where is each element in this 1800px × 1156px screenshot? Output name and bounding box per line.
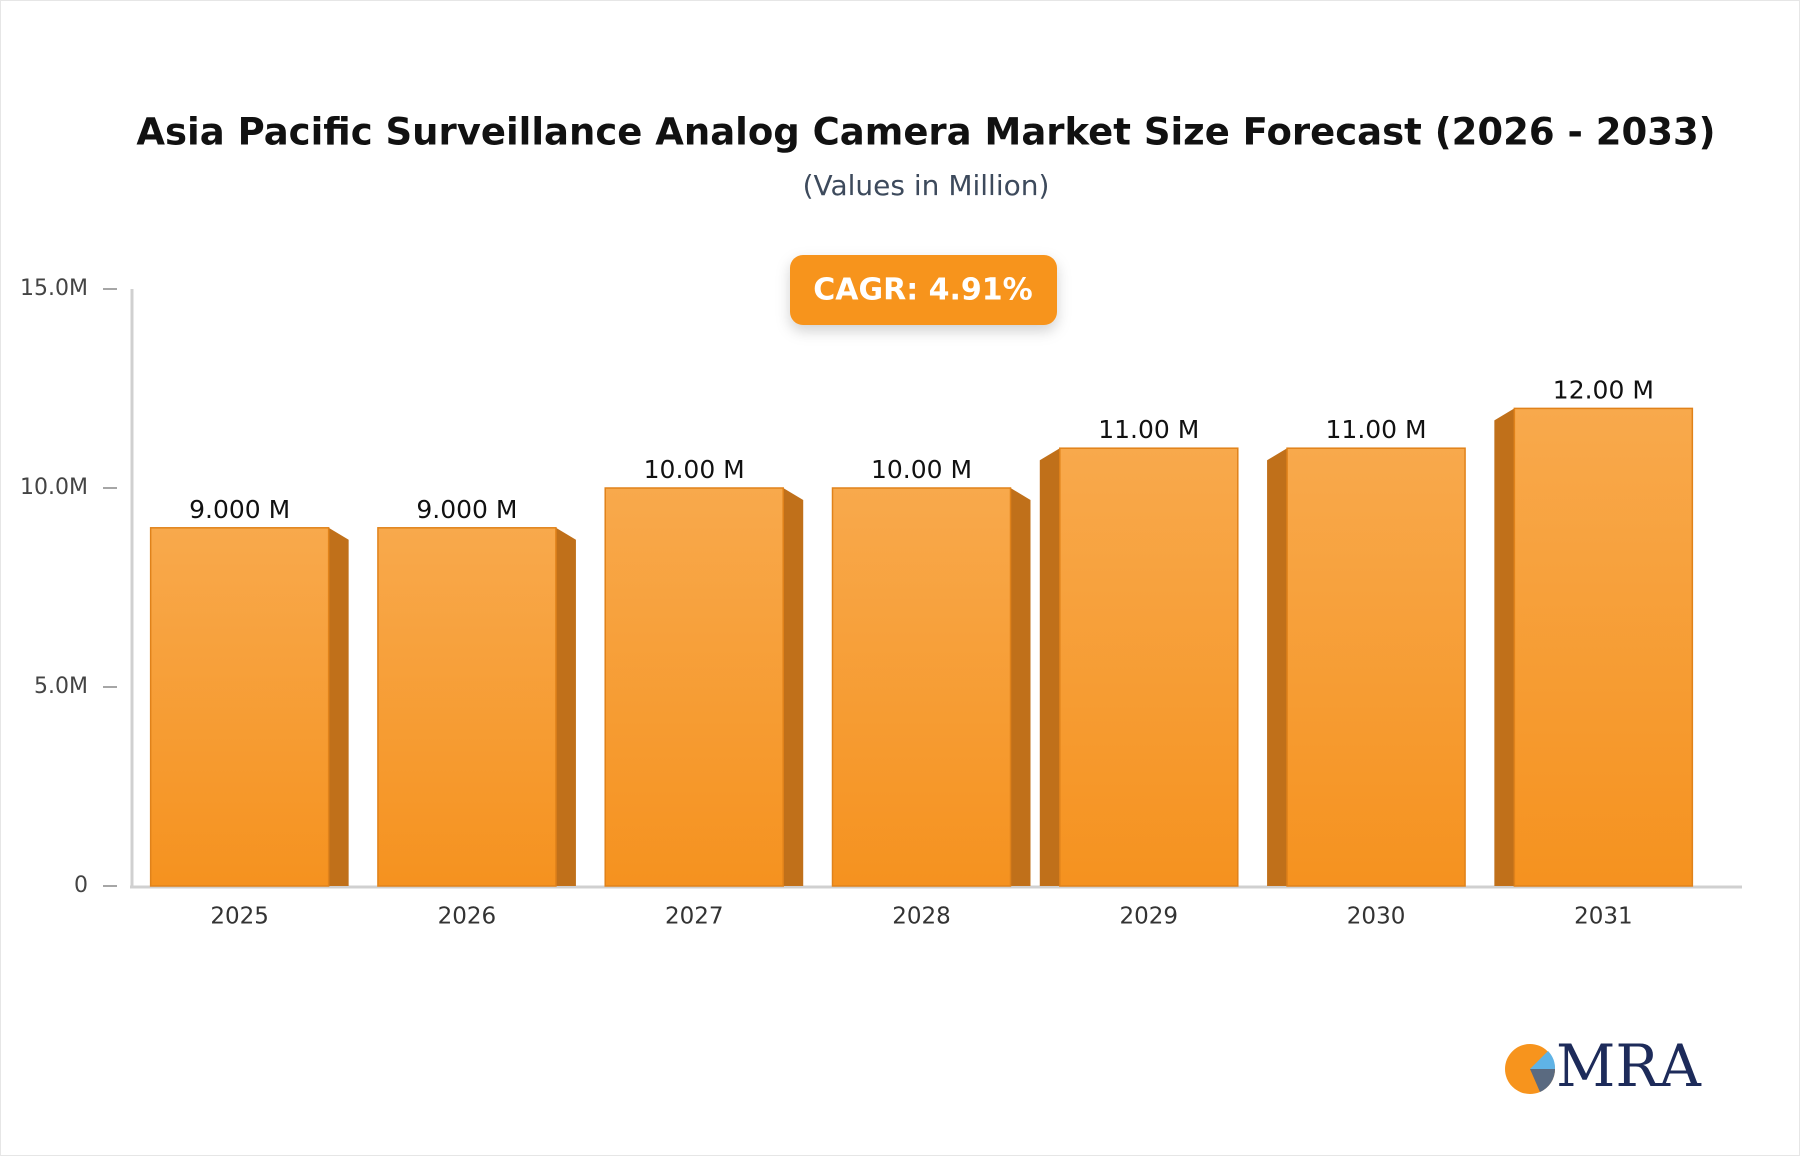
- bar-side: [1267, 448, 1288, 886]
- bar-side: [783, 488, 804, 886]
- chart-subtitle: (Values in Million): [803, 169, 1050, 202]
- bar-side: [328, 527, 349, 886]
- value-label: 9.000 M: [416, 495, 517, 524]
- logo: MRA: [1505, 1032, 1702, 1100]
- bar-side: [1010, 488, 1031, 886]
- value-label: 10.00 M: [871, 455, 972, 484]
- chart-title: Asia Pacific Surveillance Analog Camera …: [136, 111, 1715, 154]
- logo-text: MRA: [1556, 1032, 1702, 1100]
- bar: [1513, 407, 1694, 887]
- x-tick-label: 2030: [1347, 904, 1406, 930]
- y-tick-label: 5.0M: [34, 674, 88, 699]
- logo-slice: [1530, 1069, 1556, 1092]
- y-tick-label: 0: [74, 873, 88, 898]
- x-tick-label: 2031: [1574, 904, 1633, 930]
- y-tick-label: 15.0M: [20, 276, 88, 301]
- bar: [1286, 447, 1466, 887]
- cagr-badge: [790, 255, 1057, 325]
- bar: [149, 527, 330, 887]
- bar: [377, 527, 557, 887]
- bar-side: [555, 527, 576, 886]
- value-label: 11.00 M: [1098, 415, 1199, 444]
- bar: [831, 487, 1012, 887]
- bar-side: [1494, 408, 1515, 886]
- value-label: 10.00 M: [644, 455, 745, 484]
- value-label: 12.00 M: [1553, 375, 1654, 404]
- logo-slice: [1530, 1051, 1556, 1069]
- x-tick-label: 2028: [892, 904, 951, 930]
- value-label: 11.00 M: [1326, 415, 1427, 444]
- y-tick-label: 10.0M: [20, 475, 88, 500]
- x-tick-label: 2029: [1120, 904, 1179, 930]
- bar-side: [1039, 448, 1060, 886]
- x-tick-label: 2026: [438, 904, 497, 930]
- bar: [604, 487, 784, 887]
- x-tick-label: 2027: [665, 904, 724, 930]
- value-label: 9.000 M: [189, 495, 290, 524]
- bar: [1059, 447, 1239, 887]
- x-tick-label: 2025: [210, 904, 269, 930]
- cagr-text: CAGR: 4.91%: [813, 273, 1032, 308]
